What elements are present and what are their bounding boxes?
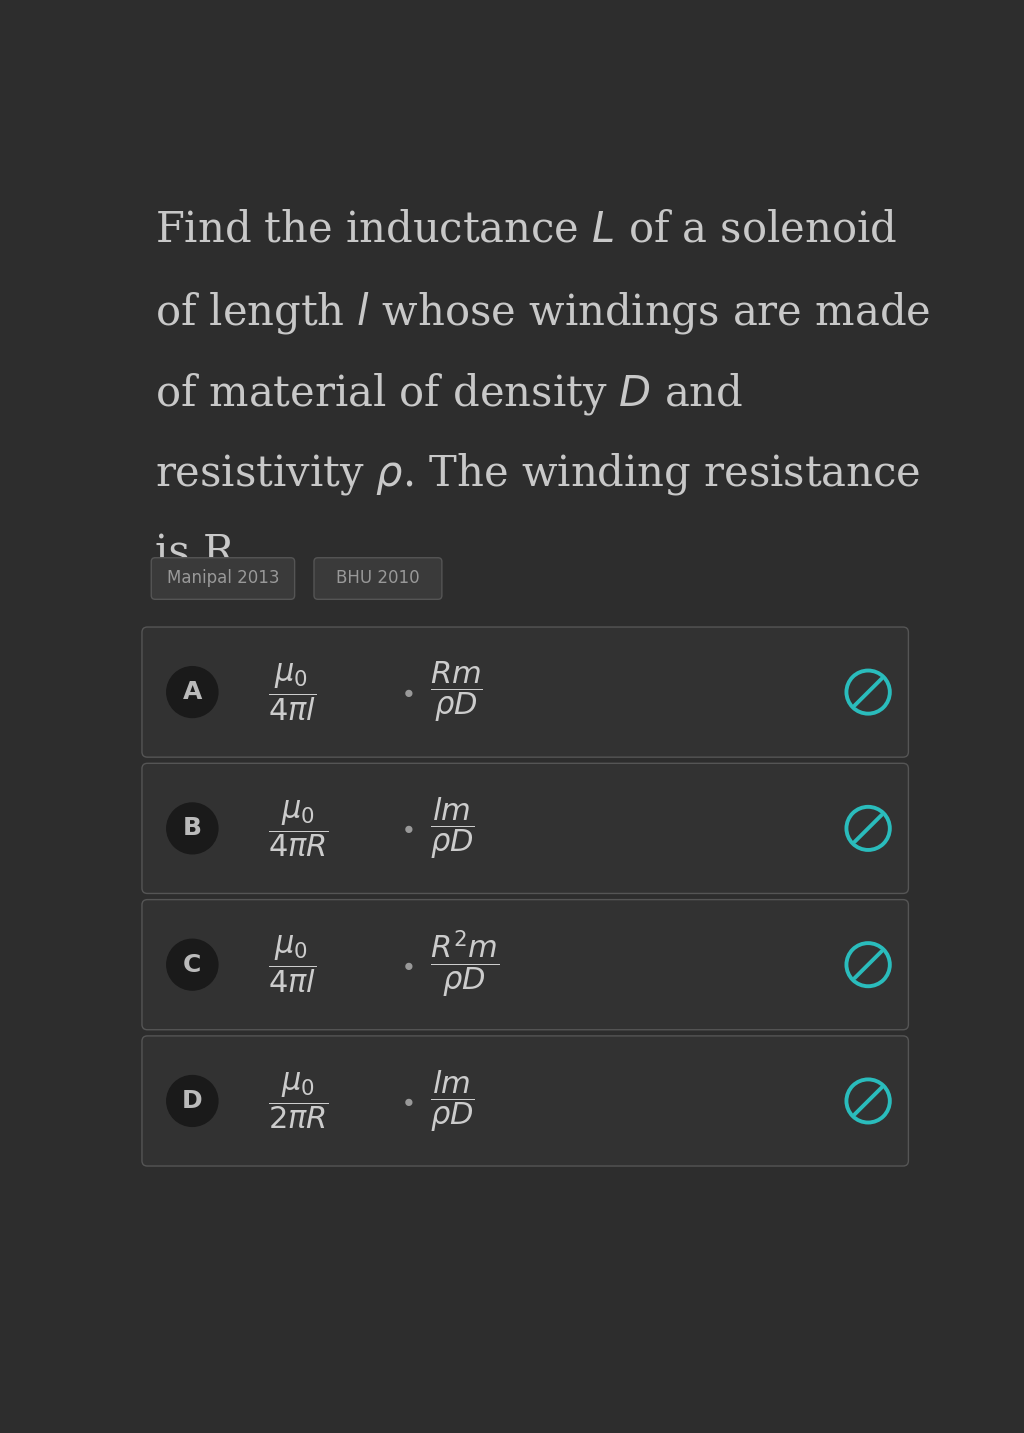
- FancyBboxPatch shape: [142, 1036, 908, 1166]
- Text: $\dfrac{\mu_0}{4\pi l}$: $\dfrac{\mu_0}{4\pi l}$: [267, 934, 315, 996]
- Text: BHU 2010: BHU 2010: [336, 569, 420, 586]
- Circle shape: [167, 666, 218, 718]
- Text: $\dfrac{\mu_0}{4\pi R}$: $\dfrac{\mu_0}{4\pi R}$: [267, 798, 329, 858]
- Circle shape: [167, 802, 218, 854]
- Text: D: D: [182, 1089, 203, 1113]
- Text: $\bullet$: $\bullet$: [400, 953, 414, 977]
- Text: $\dfrac{lm}{\rho D}$: $\dfrac{lm}{\rho D}$: [430, 1068, 475, 1134]
- FancyBboxPatch shape: [152, 557, 295, 599]
- Text: $\bullet$: $\bullet$: [400, 681, 414, 704]
- Text: $\dfrac{lm}{\rho D}$: $\dfrac{lm}{\rho D}$: [430, 795, 475, 861]
- Circle shape: [167, 939, 218, 990]
- Text: of length $l$ whose windings are made: of length $l$ whose windings are made: [155, 289, 930, 335]
- Text: $\dfrac{\mu_0}{2\pi R}$: $\dfrac{\mu_0}{2\pi R}$: [267, 1070, 329, 1131]
- Text: is R.: is R.: [155, 532, 248, 575]
- Text: $\dfrac{R^2 m}{\rho D}$: $\dfrac{R^2 m}{\rho D}$: [430, 929, 500, 1000]
- FancyBboxPatch shape: [142, 900, 908, 1030]
- Text: of material of density $D$ and: of material of density $D$ and: [155, 371, 743, 417]
- Text: C: C: [183, 953, 202, 977]
- FancyBboxPatch shape: [142, 764, 908, 893]
- Text: resistivity $\rho$. The winding resistance: resistivity $\rho$. The winding resistan…: [155, 451, 921, 497]
- Text: $\dfrac{\mu_0}{4\pi l}$: $\dfrac{\mu_0}{4\pi l}$: [267, 661, 315, 722]
- Text: B: B: [183, 817, 202, 840]
- Text: Find the inductance $L$ of a solenoid: Find the inductance $L$ of a solenoid: [155, 209, 897, 251]
- Text: $\bullet$: $\bullet$: [400, 1089, 414, 1113]
- Circle shape: [167, 1076, 218, 1126]
- Text: Manipal 2013: Manipal 2013: [167, 569, 280, 586]
- Text: $\dfrac{Rm}{\rho D}$: $\dfrac{Rm}{\rho D}$: [430, 659, 483, 724]
- Text: A: A: [182, 681, 202, 704]
- FancyBboxPatch shape: [314, 557, 442, 599]
- Text: $\bullet$: $\bullet$: [400, 817, 414, 840]
- FancyBboxPatch shape: [142, 628, 908, 757]
